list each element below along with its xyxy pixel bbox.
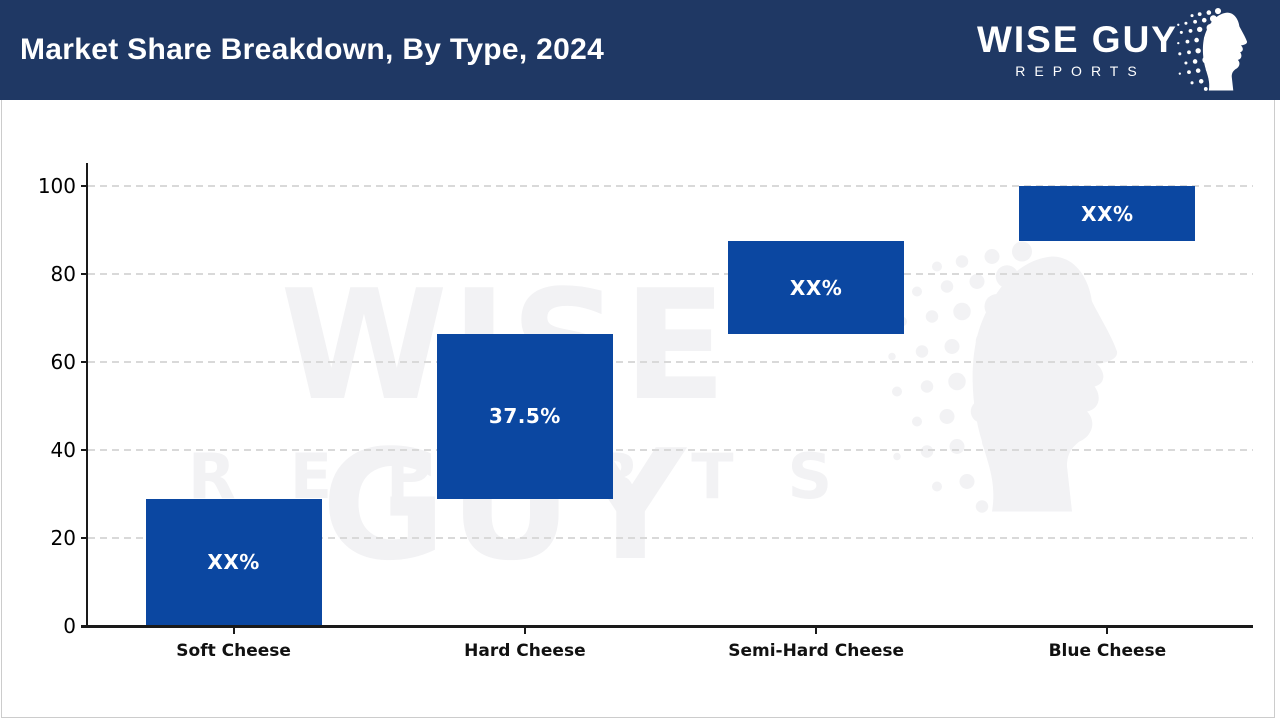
chart-title: Market Share Breakdown, By Type, 2024	[20, 33, 605, 66]
x-tick-mark	[523, 627, 526, 634]
bar-soft-cheese: XX%	[145, 498, 322, 626]
bar-value-label: XX%	[207, 550, 260, 575]
y-tick-label: 100	[37, 174, 76, 199]
y-tick-mark	[81, 185, 88, 188]
logo-tagline: REPORTS	[1015, 63, 1146, 79]
gridline-60	[88, 361, 1253, 364]
x-category-label-hard-cheese: Hard Cheese	[464, 641, 586, 661]
gridline-80	[88, 273, 1253, 276]
bar-blue-cheese: XX%	[1019, 186, 1196, 242]
y-tick-label: 40	[50, 438, 76, 463]
y-tick-mark	[81, 449, 88, 452]
logo-text: WISE GUY REPORTS	[977, 21, 1178, 79]
x-category-label-semi-hard-cheese: Semi-Hard Cheese	[728, 641, 905, 661]
bar-value-label: XX%	[1081, 201, 1134, 226]
bar-value-label: 37.5%	[488, 404, 561, 429]
y-tick-mark	[81, 273, 88, 276]
x-axis-line	[81, 625, 1253, 628]
chart-card-frame	[1, 100, 1275, 718]
y-tick-label: 0	[63, 614, 76, 638]
bar-hard-cheese: 37.5%	[436, 333, 613, 499]
header: Market Share Breakdown, By Type, 2024 WI…	[0, 0, 1280, 100]
wise-guy-logo: WISE GUY REPORTS	[977, 8, 1264, 92]
x-tick-mark	[232, 627, 235, 634]
x-category-label-soft-cheese: Soft Cheese	[176, 641, 291, 661]
bar-value-label: XX%	[789, 275, 843, 300]
logo-face-icon	[1172, 8, 1264, 92]
gridline-40	[88, 449, 1253, 452]
x-tick-mark	[1106, 627, 1109, 634]
y-tick-label: 60	[50, 350, 76, 375]
y-tick-mark	[81, 537, 88, 540]
bar-semi-hard-cheese: XX%	[728, 241, 905, 334]
x-tick-mark	[815, 627, 818, 634]
y-tick-label: 80	[50, 262, 76, 287]
logo-wordmark: WISE GUY	[976, 19, 1178, 60]
x-category-label-blue-cheese: Blue Cheese	[1048, 641, 1167, 661]
y-tick-mark	[81, 361, 88, 364]
gridline-100	[88, 185, 1253, 188]
gridline-20	[88, 537, 1253, 540]
y-tick-label: 20	[50, 526, 76, 551]
y-axis-line	[86, 163, 88, 628]
